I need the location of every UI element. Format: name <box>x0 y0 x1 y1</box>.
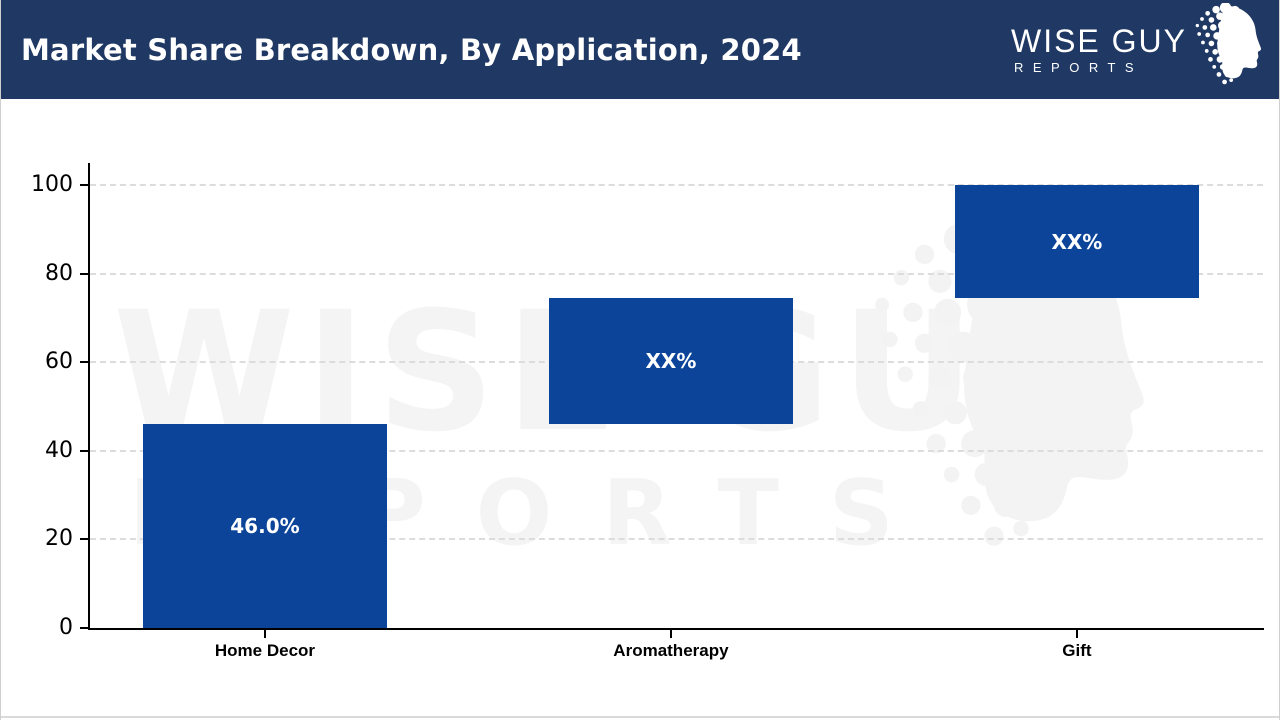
y-tick-label: 100 <box>31 172 73 198</box>
gridline <box>90 538 1263 541</box>
y-tick-mark <box>80 272 88 275</box>
y-tick-label: 40 <box>45 437 73 463</box>
bar-aromatherapy: XX% <box>548 298 793 425</box>
gridline <box>90 272 1263 275</box>
x-tick-mark <box>263 630 266 638</box>
bar-value-label: XX% <box>1051 229 1103 254</box>
y-tick-label: 60 <box>45 349 73 375</box>
bar-home-decor: 46.0% <box>142 424 387 628</box>
brand-logo: WISE GUY REPORTS <box>1011 2 1265 97</box>
y-tick-mark <box>80 184 88 187</box>
x-tick-mark <box>1075 630 1078 638</box>
x-category-label: Home Decor <box>214 641 316 660</box>
x-category-label: Aromatherapy <box>613 641 729 660</box>
page-title: Market Share Breakdown, By Application, … <box>21 32 802 67</box>
y-tick-label: 80 <box>45 260 73 286</box>
logo-wordmark: WISE GUY <box>1010 22 1187 59</box>
y-tick-mark <box>80 627 88 629</box>
y-axis-line <box>88 163 90 630</box>
y-tick-label: 20 <box>45 526 73 552</box>
bar-gift: XX% <box>954 185 1199 299</box>
header: Market Share Breakdown, By Application, … <box>1 0 1279 99</box>
y-tick-mark <box>80 538 88 541</box>
logo-subtext: REPORTS <box>1013 59 1144 75</box>
bar-value-label: XX% <box>645 349 697 374</box>
x-axis-line <box>88 628 1264 630</box>
gridline <box>90 184 1263 187</box>
dotted-head-icon <box>1195 2 1262 84</box>
bottom-divider <box>1 716 1279 718</box>
y-tick-mark <box>80 449 88 452</box>
x-tick-mark <box>669 630 672 638</box>
gridline <box>90 449 1263 452</box>
x-category-label: Gift <box>1062 641 1092 660</box>
y-tick-label: 0 <box>59 615 73 640</box>
y-tick-mark <box>80 361 88 364</box>
bar-value-label: 46.0% <box>230 514 300 539</box>
brand-logo-text: WISE GUY REPORTS <box>1011 25 1187 75</box>
